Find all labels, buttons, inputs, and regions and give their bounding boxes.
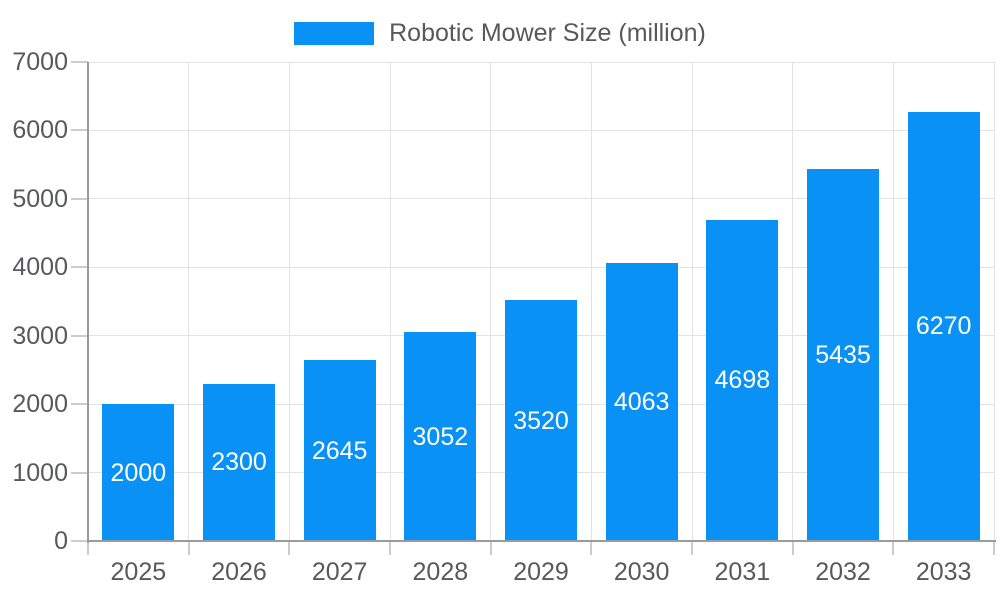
gridline-vertical: [993, 62, 995, 541]
gridline-horizontal: [88, 61, 994, 63]
y-axis-label: 1000: [12, 458, 68, 487]
x-axis-tick: [389, 541, 391, 555]
y-axis-label: 0: [54, 527, 68, 555]
bar-value-label: 5435: [815, 341, 871, 370]
bar[interactable]: [807, 169, 879, 541]
y-axis-label: 3000: [12, 321, 68, 350]
y-axis-tick: [71, 540, 88, 542]
x-axis-label: 2032: [815, 558, 871, 586]
gridline-vertical: [389, 62, 391, 541]
bar[interactable]: [706, 219, 779, 541]
x-axis-label: 2025: [110, 558, 167, 586]
legend-swatch-icon: [294, 21, 375, 45]
x-axis-line: [88, 540, 996, 542]
y-axis-tick: [71, 197, 88, 200]
y-axis-tick: [71, 334, 88, 337]
bar[interactable]: [404, 332, 477, 541]
x-axis-tick: [892, 541, 895, 555]
x-axis-label: 2029: [513, 558, 569, 586]
bar-value-label: 2300: [211, 448, 267, 477]
x-axis-label: 2028: [412, 558, 469, 586]
bar[interactable]: [907, 111, 980, 541]
legend[interactable]: Robotic Mower Size (million): [0, 18, 1000, 48]
y-axis-tick: [71, 471, 88, 474]
y-axis-label: 6000: [12, 116, 68, 145]
bar-value-label: 3520: [513, 406, 569, 435]
y-axis-label: 4000: [12, 253, 68, 282]
gridline-horizontal: [88, 198, 994, 200]
y-axis-tick: [71, 403, 88, 406]
bar-value-label: 2000: [110, 458, 167, 487]
y-axis-label: 5000: [12, 184, 68, 213]
bar[interactable]: [505, 300, 577, 541]
bar-value-label: 4063: [613, 387, 670, 416]
bar[interactable]: [303, 360, 376, 541]
x-axis-tick: [691, 541, 693, 555]
x-axis-label: 2027: [311, 558, 368, 586]
bar[interactable]: [605, 262, 678, 541]
y-axis-line: [87, 62, 89, 543]
gridline-horizontal: [88, 129, 994, 131]
y-axis-label: 2000: [12, 390, 68, 419]
gridline-vertical: [590, 62, 592, 541]
legend-label: Robotic Mower Size (million): [389, 19, 706, 47]
x-axis-tick: [87, 541, 89, 555]
x-axis-tick: [590, 541, 593, 555]
gridline-vertical: [691, 62, 693, 541]
bar-value-label: 6270: [915, 312, 972, 341]
x-axis-label: 2026: [211, 558, 267, 586]
gridline-vertical: [792, 62, 794, 541]
x-axis-label: 2031: [714, 558, 771, 586]
y-axis-tick: [71, 61, 88, 63]
bar-value-label: 2645: [311, 436, 368, 465]
bar-value-label: 4698: [714, 366, 771, 395]
y-axis-tick: [71, 129, 88, 132]
x-axis-tick: [187, 541, 190, 555]
x-axis-tick: [489, 541, 492, 555]
gridline-vertical: [892, 62, 894, 541]
x-axis-tick: [288, 541, 291, 555]
x-axis-label: 2030: [613, 558, 670, 586]
x-axis-label: 2033: [915, 558, 972, 586]
y-axis-tick: [71, 266, 88, 269]
bar-value-label: 3052: [412, 422, 469, 451]
gridline-vertical: [188, 62, 190, 541]
bar[interactable]: [203, 383, 275, 541]
gridline-vertical: [288, 62, 290, 541]
x-axis-tick: [791, 541, 794, 555]
gridline-horizontal: [88, 266, 994, 268]
y-axis-label: 7000: [12, 48, 68, 76]
bar[interactable]: [102, 404, 175, 541]
gridline-vertical: [490, 62, 492, 541]
x-axis-tick: [993, 541, 995, 555]
